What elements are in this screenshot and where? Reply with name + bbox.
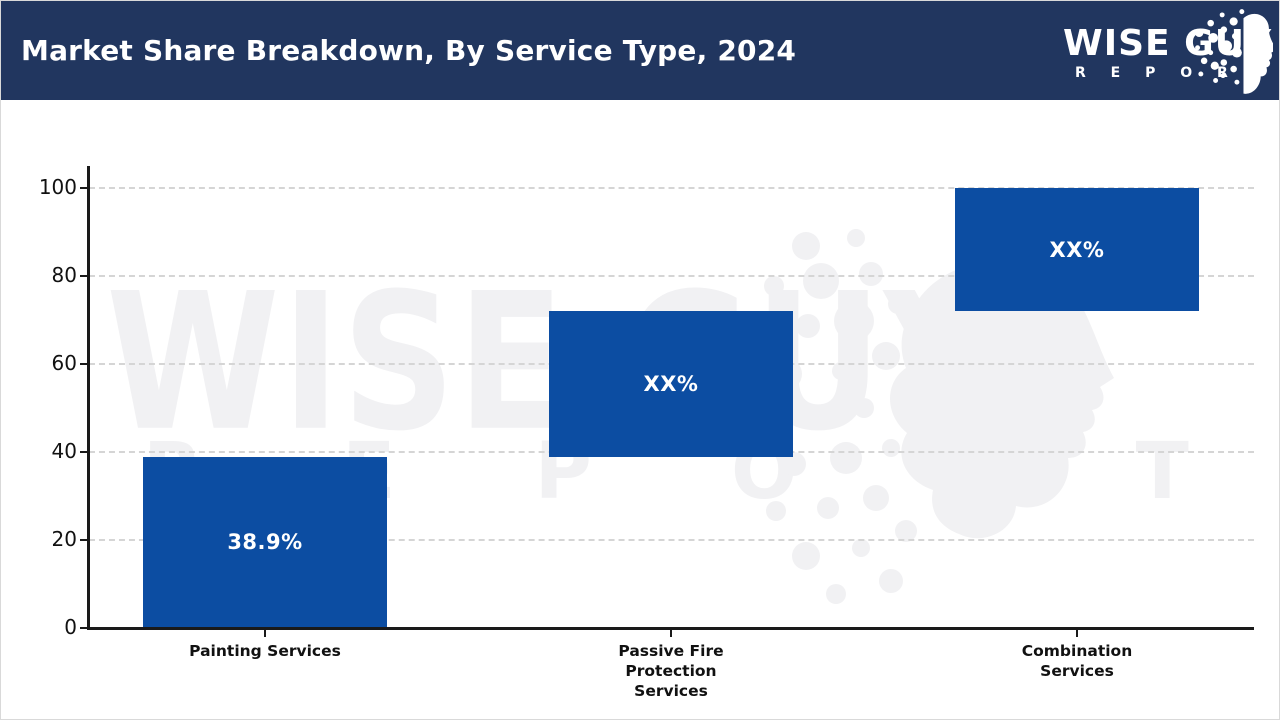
y-tick-label: 40 xyxy=(51,439,77,463)
bar-1: 38.9% xyxy=(143,456,387,628)
brand-logo-face-icon xyxy=(1195,9,1273,94)
x-tick xyxy=(670,628,672,637)
bar-3: XX% xyxy=(955,188,1199,312)
bar-value-label: 38.9% xyxy=(227,530,303,555)
bar-value-label: XX% xyxy=(643,372,699,396)
y-tick-label: 0 xyxy=(64,615,77,639)
y-tick-label: 20 xyxy=(51,527,77,551)
y-tick-label: 60 xyxy=(51,351,77,375)
header-bar: Market Share Breakdown, By Service Type,… xyxy=(1,1,1279,100)
y-tick-label: 100 xyxy=(38,175,77,199)
y-tick xyxy=(80,451,89,453)
y-tick xyxy=(80,539,89,541)
page-title: Market Share Breakdown, By Service Type,… xyxy=(21,34,797,67)
bar-value-label: XX% xyxy=(1049,237,1105,262)
x-tick-label: Combination Services xyxy=(1021,642,1133,681)
y-tick-label: 80 xyxy=(51,263,77,287)
y-tick xyxy=(80,275,89,277)
x-tick-label: Painting Services xyxy=(189,642,341,660)
gridline xyxy=(89,275,1254,277)
y-tick xyxy=(80,187,89,189)
gridline xyxy=(89,187,1254,189)
brand-logo-subtitle: R E P O R T S xyxy=(1075,65,1279,81)
x-tick xyxy=(264,628,266,637)
y-tick xyxy=(80,627,89,629)
brand-logo: WISE GUY R E P O R T S xyxy=(1023,1,1279,100)
y-tick xyxy=(80,363,89,365)
y-axis-spine xyxy=(87,166,90,630)
gridline xyxy=(89,539,1254,541)
bar-2: XX% xyxy=(549,311,793,457)
x-tick xyxy=(1076,628,1078,637)
x-tick-label: Passive Fire Protection Services xyxy=(618,642,724,701)
